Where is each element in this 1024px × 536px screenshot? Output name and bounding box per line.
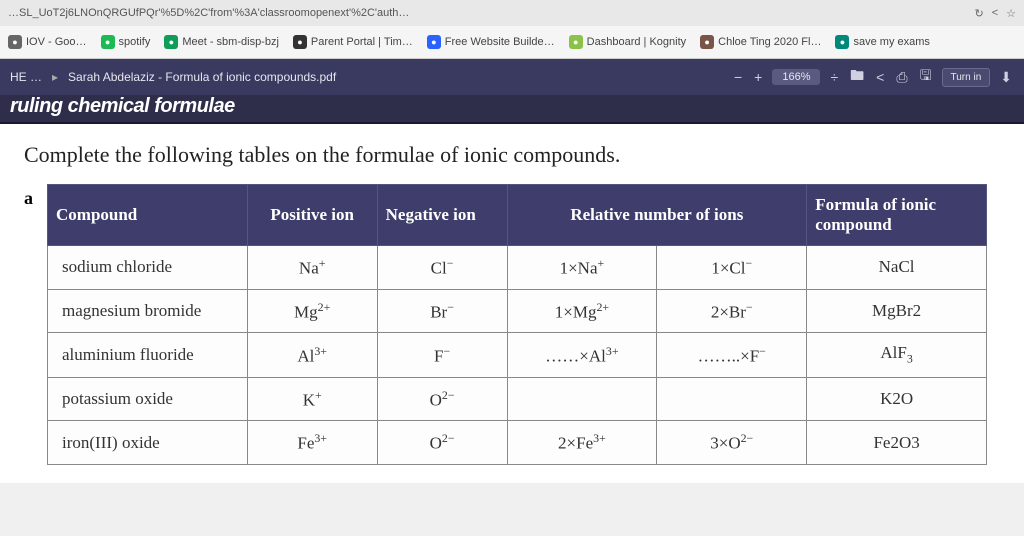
zoom-divider-icon: ÷ (828, 69, 840, 85)
table-cell (657, 377, 807, 421)
bookmark-item[interactable]: ● spotify (101, 35, 151, 49)
table-cell: K+ (247, 377, 377, 421)
browser-chrome: …SL_UoT2j6LNOnQRGUfPQr'%5D%2C'from'%3A'c… (0, 0, 1024, 59)
table-cell (507, 377, 657, 421)
ionic-compound-table: Compound Positive ion Negative ion Relat… (47, 184, 987, 465)
table-cell: 2×Fe3+ (507, 421, 657, 465)
bookmark-item[interactable]: ● save my exams (835, 35, 929, 49)
bookmarks-bar: ●IOV - Goo…●spotify●Meet - sbm-disp-bzj●… (0, 26, 1024, 58)
bookmark-label: Dashboard | Kognity (587, 36, 686, 48)
table-row: magnesium bromideMg2+Br−1×Mg2+2×Br−MgBr2 (48, 289, 987, 333)
table-cell: Fe2O3 (807, 421, 987, 465)
download-icon[interactable]: ⬇ (998, 69, 1014, 86)
bookmark-favicon-icon: ● (8, 35, 22, 49)
bookmark-favicon-icon: ● (700, 35, 714, 49)
header-relative: Relative number of ions (507, 185, 807, 246)
share-icon[interactable]: < (992, 7, 998, 20)
table-cell: NaCl (807, 246, 987, 290)
save-icon[interactable]: 🖫 (918, 65, 934, 89)
table-row: sodium chlorideNa+Cl−1×Na+1×Cl−NaCl (48, 246, 987, 290)
table-cell: 1×Na+ (507, 246, 657, 290)
table-cell: K2O (807, 377, 987, 421)
viewer-toolbar: HE … ▸ Sarah Abdelaziz - Formula of ioni… (0, 59, 1024, 95)
table-cell: AlF3 (807, 333, 987, 377)
table-cell: Mg2+ (247, 289, 377, 333)
document-title-banner: ruling chemical formulae (0, 95, 1024, 124)
bookmark-label: Chloe Ting 2020 Fl… (718, 36, 821, 48)
header-formula: Formula of ionic compound (807, 185, 987, 246)
share-alt-icon[interactable]: < (874, 69, 886, 85)
bookmark-label: Parent Portal | Tim… (311, 36, 413, 48)
table-cell: Al3+ (247, 333, 377, 377)
header-negative: Negative ion (377, 185, 507, 246)
bookmark-label: Meet - sbm-disp-bzj (182, 36, 279, 48)
bookmark-item[interactable]: ● Dashboard | Kognity (569, 35, 686, 49)
table-cell: aluminium fluoride (48, 333, 248, 377)
bookmark-label: save my exams (853, 36, 929, 48)
bookmark-favicon-icon: ● (164, 35, 178, 49)
table-cell: MgBr2 (807, 289, 987, 333)
bookmark-item[interactable]: ● Meet - sbm-disp-bzj (164, 35, 279, 49)
print-icon[interactable]: ⎙ (894, 69, 909, 86)
zoom-out-icon[interactable]: − (732, 69, 744, 85)
table-row: iron(III) oxideFe3+O2−2×Fe3+3×O2−Fe2O3 (48, 421, 987, 465)
url-bar-row: …SL_UoT2j6LNOnQRGUfPQr'%5D%2C'from'%3A'c… (0, 0, 1024, 26)
chevron-right-icon: ▸ (52, 70, 58, 84)
header-compound: Compound (48, 185, 248, 246)
table-row: potassium oxideK+O2− K2O (48, 377, 987, 421)
instruction-text: Complete the following tables on the for… (24, 142, 1000, 168)
zoom-controls: − + 166% ÷ 🖿 < ⎙ 🖫 Turn in ⬇ (732, 65, 1014, 89)
table-cell: Na+ (247, 246, 377, 290)
table-cell: 1×Mg2+ (507, 289, 657, 333)
url-text: …SL_UoT2j6LNOnQRGUfPQr'%5D%2C'from'%3A'c… (8, 7, 962, 19)
zoom-level[interactable]: 166% (772, 69, 820, 85)
bookmark-label: spotify (119, 36, 151, 48)
bookmark-label: Free Website Builde… (445, 36, 555, 48)
table-header-row: Compound Positive ion Negative ion Relat… (48, 185, 987, 246)
bookmark-favicon-icon: ● (569, 35, 583, 49)
bookmark-favicon-icon: ● (427, 35, 441, 49)
table-cell: Cl− (377, 246, 507, 290)
folder-icon[interactable]: 🖿 (848, 65, 866, 89)
table-cell: ……×Al3+ (507, 333, 657, 377)
table-cell: O2− (377, 421, 507, 465)
breadcrumb-root[interactable]: HE … (10, 70, 42, 84)
table-label-a: a (24, 184, 33, 209)
table-cell: Fe3+ (247, 421, 377, 465)
table-cell: sodium chloride (48, 246, 248, 290)
table-cell: iron(III) oxide (48, 421, 248, 465)
table-cell: magnesium bromide (48, 289, 248, 333)
zoom-in-icon[interactable]: + (752, 69, 764, 85)
bookmark-item[interactable]: ● IOV - Goo… (8, 35, 87, 49)
table-cell: ……..×F− (657, 333, 807, 377)
table-cell: potassium oxide (48, 377, 248, 421)
bookmark-item[interactable]: ● Parent Portal | Tim… (293, 35, 413, 49)
header-positive: Positive ion (247, 185, 377, 246)
table-row: aluminium fluorideAl3+F−……×Al3+……..×F−Al… (48, 333, 987, 377)
table-cell: 1×Cl− (657, 246, 807, 290)
document-body: Complete the following tables on the for… (0, 124, 1024, 483)
bookmark-label: IOV - Goo… (26, 36, 87, 48)
table-cell: F− (377, 333, 507, 377)
table-cell: 2×Br− (657, 289, 807, 333)
table-cell: O2− (377, 377, 507, 421)
table-cell: 3×O2− (657, 421, 807, 465)
turn-in-button[interactable]: Turn in (942, 68, 991, 87)
bookmark-favicon-icon: ● (293, 35, 307, 49)
turn-in-label: Turn in (951, 72, 982, 83)
reload-icon[interactable]: ↻ (974, 7, 983, 20)
star-icon[interactable]: ☆ (1006, 7, 1016, 20)
bookmark-favicon-icon: ● (835, 35, 849, 49)
table-cell: Br− (377, 289, 507, 333)
bookmark-item[interactable]: ● Free Website Builde… (427, 35, 555, 49)
url-action-icons: ↻ < ☆ (974, 7, 1016, 20)
bookmark-item[interactable]: ● Chloe Ting 2020 Fl… (700, 35, 821, 49)
bookmark-favicon-icon: ● (101, 35, 115, 49)
breadcrumb-file[interactable]: Sarah Abdelaziz - Formula of ionic compo… (68, 70, 336, 84)
